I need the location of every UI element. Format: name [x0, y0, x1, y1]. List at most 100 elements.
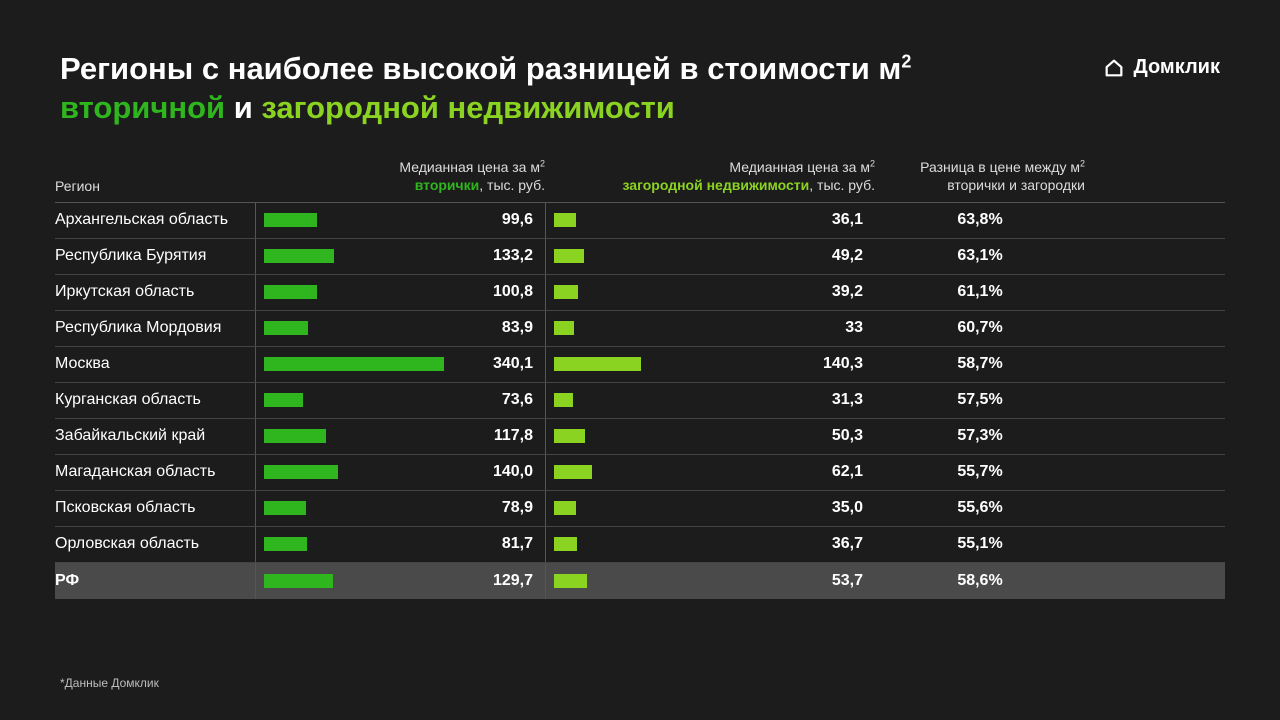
suburban-price-value: 50,3 [585, 427, 875, 445]
region-name: Республика Бурятия [55, 247, 255, 265]
secondary-price-value: 133,2 [334, 247, 545, 265]
suburban-price-bar [554, 537, 577, 551]
suburban-price-cell: 35,0 [545, 491, 875, 526]
header: Регионы с наиболее высокой разницей в ст… [0, 0, 1280, 128]
secondary-price-cell: 340,1 [255, 347, 545, 382]
region-name: Иркутская область [55, 283, 255, 301]
secondary-price-cell: 140,0 [255, 455, 545, 490]
data-table: Регион Медианная цена за м2 вторички, ты… [55, 158, 1225, 599]
table-row: Москва 340,1 140,358,7% [55, 347, 1225, 383]
diff-value: 55,7% [875, 463, 1085, 481]
suburban-price-bar [554, 393, 573, 407]
table-row: Архангельская область 99,6 36,163,8% [55, 203, 1225, 239]
secondary-price-value: 73,6 [303, 391, 545, 409]
table-header: Регион Медианная цена за м2 вторички, ты… [55, 158, 1225, 203]
secondary-price-bar [264, 465, 338, 479]
diff-value: 63,8% [875, 211, 1085, 229]
region-name: Курганская область [55, 391, 255, 409]
secondary-price-cell: 117,8 [255, 419, 545, 454]
table-body: Архангельская область 99,6 36,163,8% Респуб… [55, 203, 1225, 599]
diff-value: 57,5% [875, 391, 1085, 409]
secondary-price-bar [264, 249, 334, 263]
suburban-price-value: 49,2 [584, 247, 875, 265]
suburban-price-cell: 49,2 [545, 239, 875, 274]
table-row: Орловская область81,7 36,755,1% [55, 527, 1225, 563]
region-name: Псковская область [55, 499, 255, 517]
secondary-price-bar [264, 321, 308, 335]
secondary-price-value: 99,6 [317, 211, 545, 229]
suburban-price-bar [554, 574, 587, 588]
suburban-price-value: 39,2 [578, 283, 875, 301]
table-row-total: РФ 129,7 53,758,6% [55, 563, 1225, 599]
secondary-price-value: 129,7 [333, 572, 545, 590]
suburban-price-cell: 140,3 [545, 347, 875, 382]
suburban-price-value: 36,7 [577, 535, 875, 553]
brand-logo: Домклик [1103, 56, 1220, 79]
table-row: Иркутская область 100,8 39,261,1% [55, 275, 1225, 311]
diff-value: 55,1% [875, 535, 1085, 553]
secondary-price-value: 140,0 [338, 463, 545, 481]
region-name: Республика Мордовия [55, 319, 255, 337]
suburban-price-value: 36,1 [576, 211, 875, 229]
suburban-price-cell: 36,7 [545, 527, 875, 562]
secondary-price-bar [264, 574, 333, 588]
suburban-price-bar [554, 357, 641, 371]
title-accent-suburban: загородной недвижимости [261, 90, 674, 125]
suburban-price-bar [554, 465, 592, 479]
diff-value: 63,1% [875, 247, 1085, 265]
secondary-price-bar [264, 213, 317, 227]
region-name: Москва [55, 355, 255, 373]
suburban-price-value: 62,1 [592, 463, 875, 481]
suburban-price-value: 53,7 [587, 572, 875, 590]
table-row: Магаданская область140,062,155,7% [55, 455, 1225, 491]
table-row: Забайкальский край117,8 50,357,3% [55, 419, 1225, 455]
secondary-price-bar [264, 429, 326, 443]
secondary-price-value: 78,9 [306, 499, 545, 517]
table-row: Курганская область 73,6 31,357,5% [55, 383, 1225, 419]
diff-value: 58,6% [875, 572, 1085, 590]
region-name: Орловская область [55, 535, 255, 553]
brand-name: Домклик [1133, 56, 1220, 79]
suburban-price-cell: 36,1 [545, 203, 875, 238]
diff-value: 55,6% [875, 499, 1085, 517]
suburban-price-value: 33 [574, 319, 875, 337]
house-icon [1103, 57, 1125, 79]
suburban-price-bar [554, 285, 578, 299]
suburban-price-bar [554, 429, 585, 443]
suburban-price-value: 140,3 [641, 355, 875, 373]
secondary-price-cell: 78,9 [255, 491, 545, 526]
table-row: Республика Мордовия83,93360,7% [55, 311, 1225, 347]
header-value1: Медианная цена за м2 вторички, тыс. руб. [255, 158, 545, 194]
page-title: Регионы с наиболее высокой разницей в ст… [60, 50, 911, 128]
table-row: Республика Бурятия 133,2 49,263,1% [55, 239, 1225, 275]
region-name: Архангельская область [55, 211, 255, 229]
table-row: Псковская область 78,9 35,055,6% [55, 491, 1225, 527]
secondary-price-cell: 133,2 [255, 239, 545, 274]
diff-value: 57,3% [875, 427, 1085, 445]
secondary-price-cell: 73,6 [255, 383, 545, 418]
region-name: РФ [55, 572, 255, 590]
secondary-price-cell: 129,7 [255, 563, 545, 599]
secondary-price-cell: 99,6 [255, 203, 545, 238]
title-sup: 2 [901, 52, 911, 72]
suburban-price-bar [554, 213, 576, 227]
diff-value: 58,7% [875, 355, 1085, 373]
secondary-price-cell: 83,9 [255, 311, 545, 346]
title-accent-secondary: вторичной [60, 90, 225, 125]
header-region: Регион [55, 178, 255, 194]
suburban-price-cell: 33 [545, 311, 875, 346]
suburban-price-cell: 62,1 [545, 455, 875, 490]
secondary-price-bar [264, 285, 317, 299]
region-name: Забайкальский край [55, 427, 255, 445]
secondary-price-value: 340,1 [444, 355, 545, 373]
diff-value: 61,1% [875, 283, 1085, 301]
header-value2: Медианная цена за м2 загородной недвижим… [545, 158, 875, 194]
footnote: *Данные Домклик [60, 676, 159, 690]
secondary-price-bar [264, 537, 307, 551]
header-diff: Разница в цене между м2 вторички и загор… [875, 158, 1085, 194]
suburban-price-value: 35,0 [576, 499, 875, 517]
secondary-price-value: 100,8 [317, 283, 545, 301]
suburban-price-cell: 39,2 [545, 275, 875, 310]
suburban-price-value: 31,3 [573, 391, 875, 409]
secondary-price-cell: 81,7 [255, 527, 545, 562]
